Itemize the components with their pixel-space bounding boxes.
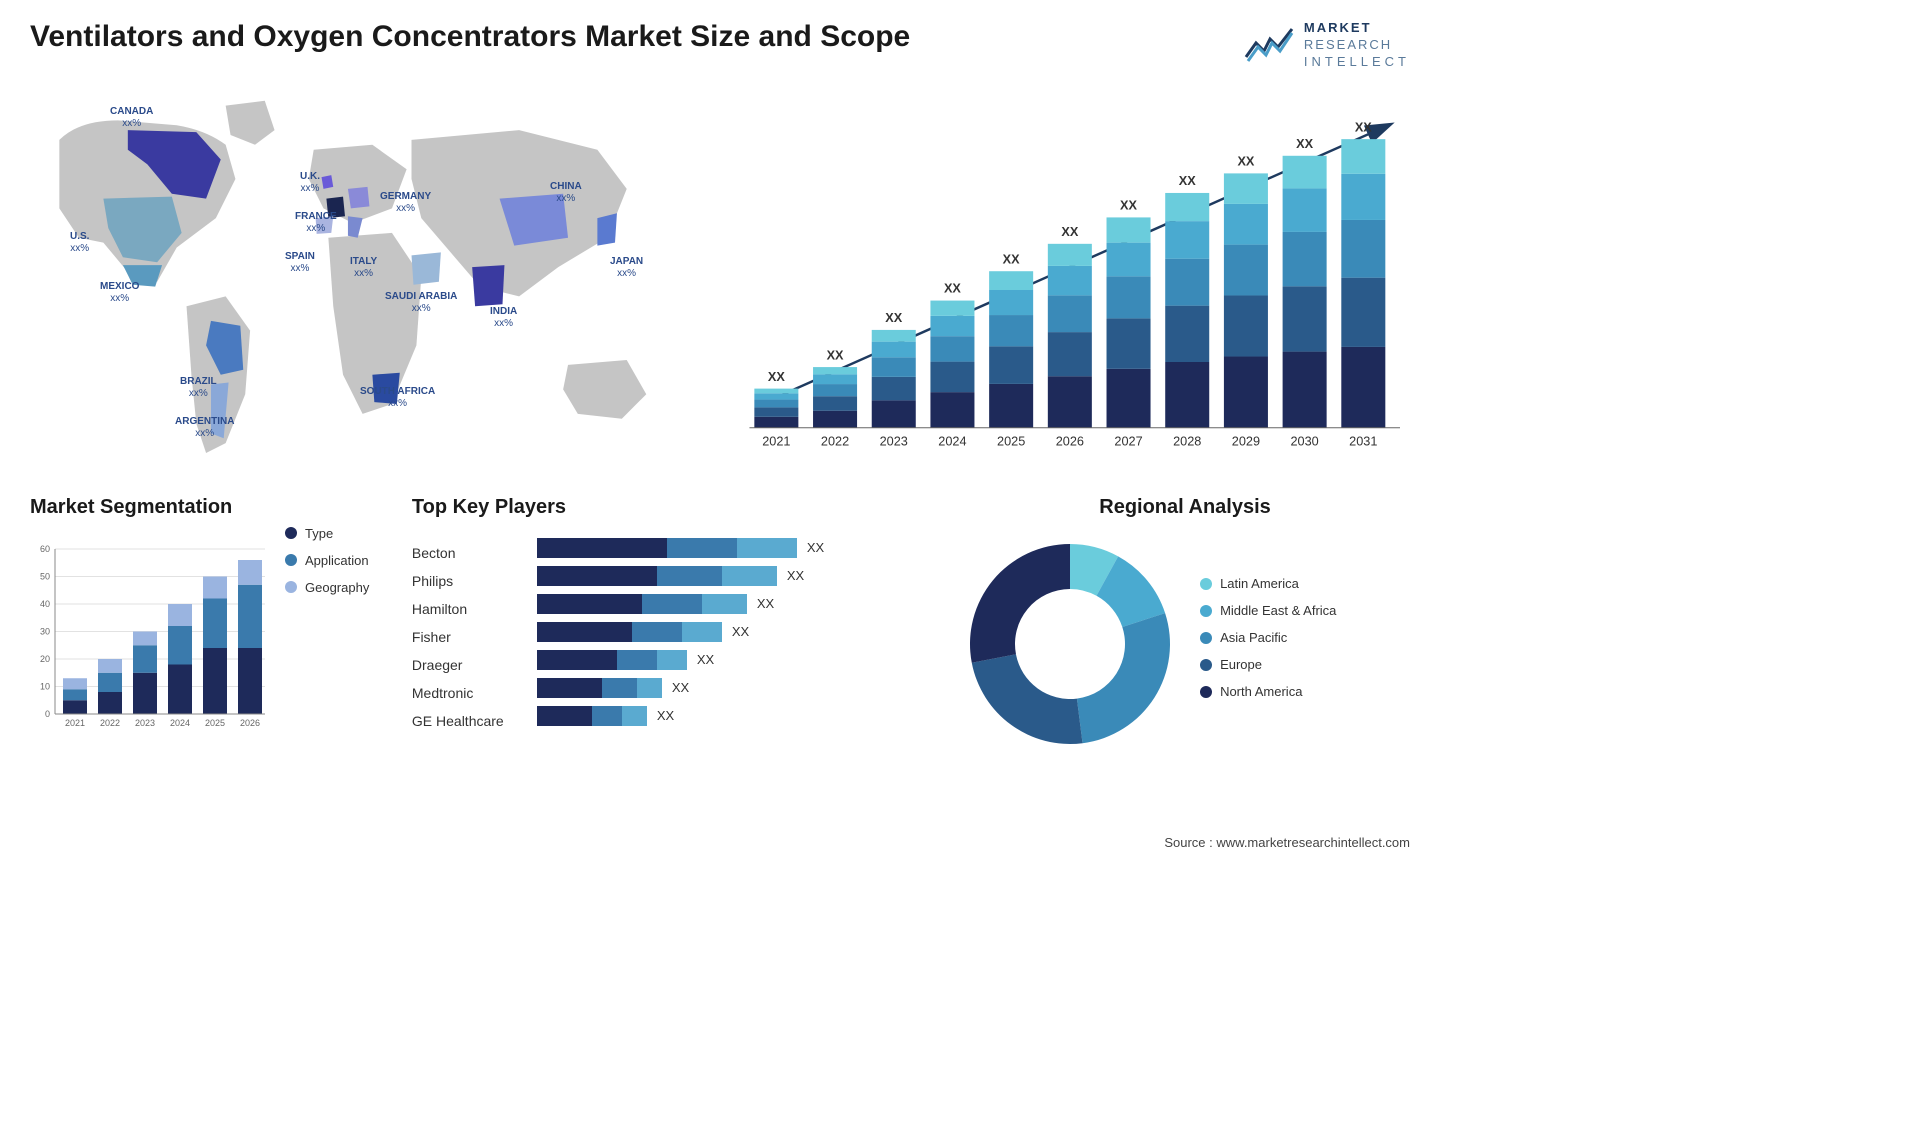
svg-text:2026: 2026: [240, 718, 260, 728]
svg-text:2022: 2022: [100, 718, 120, 728]
map-label: CANADAxx%: [110, 106, 153, 130]
logo-line3: INTELLECT: [1304, 54, 1410, 71]
svg-text:2021: 2021: [762, 433, 790, 448]
player-bar-row: XX: [537, 674, 917, 702]
svg-text:2023: 2023: [135, 718, 155, 728]
map-label: SAUDI ARABIAxx%: [385, 291, 457, 315]
player-bar-row: XX: [537, 618, 917, 646]
legend-item: Type: [285, 526, 369, 541]
regional-section: Regional Analysis Latin America Middle Ea…: [960, 496, 1410, 754]
map-label: U.S.xx%: [70, 231, 89, 255]
player-label: Becton: [412, 539, 522, 567]
player-label: Draeger: [412, 651, 522, 679]
svg-text:XX: XX: [1179, 173, 1196, 188]
player-label: GE Healthcare: [412, 707, 522, 735]
legend-item: Geography: [285, 580, 369, 595]
map-label: FRANCExx%: [295, 211, 337, 235]
legend-item: Latin America: [1200, 576, 1336, 591]
svg-text:10: 10: [40, 681, 50, 691]
svg-text:XX: XX: [1355, 119, 1372, 134]
player-bar-row: XX: [537, 702, 917, 730]
svg-text:2022: 2022: [821, 433, 849, 448]
svg-text:2028: 2028: [1173, 433, 1201, 448]
players-title: Top Key Players: [412, 496, 940, 519]
svg-text:XX: XX: [827, 347, 844, 362]
svg-text:2025: 2025: [997, 433, 1025, 448]
svg-text:60: 60: [40, 544, 50, 554]
source-text: Source : www.marketresearchintellect.com: [1164, 835, 1410, 850]
brand-logo: MARKET RESEARCH INTELLECT: [1244, 20, 1410, 71]
svg-text:XX: XX: [885, 310, 902, 325]
players-section: Top Key Players BectonPhilipsHamiltonFis…: [412, 496, 940, 754]
map-label: JAPANxx%: [610, 256, 643, 280]
svg-text:XX: XX: [1238, 153, 1255, 168]
world-map: CANADAxx% U.S.xx% MEXICOxx% BRAZILxx% ARGENT…: [30, 91, 695, 471]
player-bar-row: XX: [537, 562, 917, 590]
svg-text:30: 30: [40, 626, 50, 636]
player-label: Philips: [412, 567, 522, 595]
svg-text:2031: 2031: [1349, 433, 1377, 448]
svg-text:2024: 2024: [170, 718, 190, 728]
player-bar-row: XX: [537, 534, 917, 562]
player-label: Hamilton: [412, 595, 522, 623]
page-title: Ventilators and Oxygen Concentrators Mar…: [30, 20, 910, 54]
segmentation-legend: Type Application Geography: [285, 496, 369, 754]
svg-text:2025: 2025: [205, 718, 225, 728]
map-label: MEXICOxx%: [100, 281, 139, 305]
regional-legend: Latin America Middle East & Africa Asia Pa…: [1200, 576, 1336, 711]
map-label: SOUTH AFRICAxx%: [360, 386, 435, 410]
map-label: CHINAxx%: [550, 181, 582, 205]
regional-title: Regional Analysis: [960, 496, 1410, 519]
svg-text:20: 20: [40, 654, 50, 664]
map-label: ARGENTINAxx%: [175, 416, 234, 440]
logo-line1: MARKET: [1304, 20, 1410, 37]
svg-text:XX: XX: [1120, 197, 1137, 212]
map-label: GERMANYxx%: [380, 191, 431, 215]
svg-text:XX: XX: [768, 368, 785, 383]
main-bar-chart: XX 2021 XX 2022 XX 2023 XX 2024 XX 2025 XX 2026 XX 20…: [725, 91, 1410, 471]
donut-chart: [960, 534, 1180, 754]
map-label: BRAZILxx%: [180, 376, 217, 400]
svg-text:XX: XX: [944, 280, 961, 295]
map-label: SPAINxx%: [285, 251, 315, 275]
svg-text:2021: 2021: [65, 718, 85, 728]
svg-text:2023: 2023: [880, 433, 908, 448]
player-bar-row: XX: [537, 590, 917, 618]
segmentation-title: Market Segmentation: [30, 496, 270, 519]
segmentation-chart: 0 10 20 30 40 50 60 2021 2022 2023 2024 2025 2026: [30, 534, 270, 734]
svg-text:2030: 2030: [1291, 433, 1319, 448]
player-bar-row: XX: [537, 646, 917, 674]
legend-item: North America: [1200, 684, 1336, 699]
svg-text:XX: XX: [1296, 136, 1313, 151]
svg-text:40: 40: [40, 599, 50, 609]
legend-item: Asia Pacific: [1200, 630, 1336, 645]
map-label: ITALYxx%: [350, 256, 377, 280]
logo-icon: [1244, 25, 1294, 65]
player-label: Medtronic: [412, 679, 522, 707]
svg-text:2026: 2026: [1056, 433, 1084, 448]
svg-text:2027: 2027: [1115, 433, 1143, 448]
svg-text:2024: 2024: [939, 433, 967, 448]
logo-line2: RESEARCH: [1304, 37, 1410, 54]
svg-text:2029: 2029: [1232, 433, 1260, 448]
svg-text:0: 0: [45, 709, 50, 719]
svg-text:50: 50: [40, 571, 50, 581]
map-label: INDIAxx%: [490, 306, 517, 330]
svg-text:XX: XX: [1062, 224, 1079, 239]
player-label: Fisher: [412, 623, 522, 651]
map-label: U.K.xx%: [300, 171, 320, 195]
legend-item: Middle East & Africa: [1200, 603, 1336, 618]
legend-item: Application: [285, 553, 369, 568]
legend-item: Europe: [1200, 657, 1336, 672]
svg-text:XX: XX: [1003, 251, 1020, 266]
